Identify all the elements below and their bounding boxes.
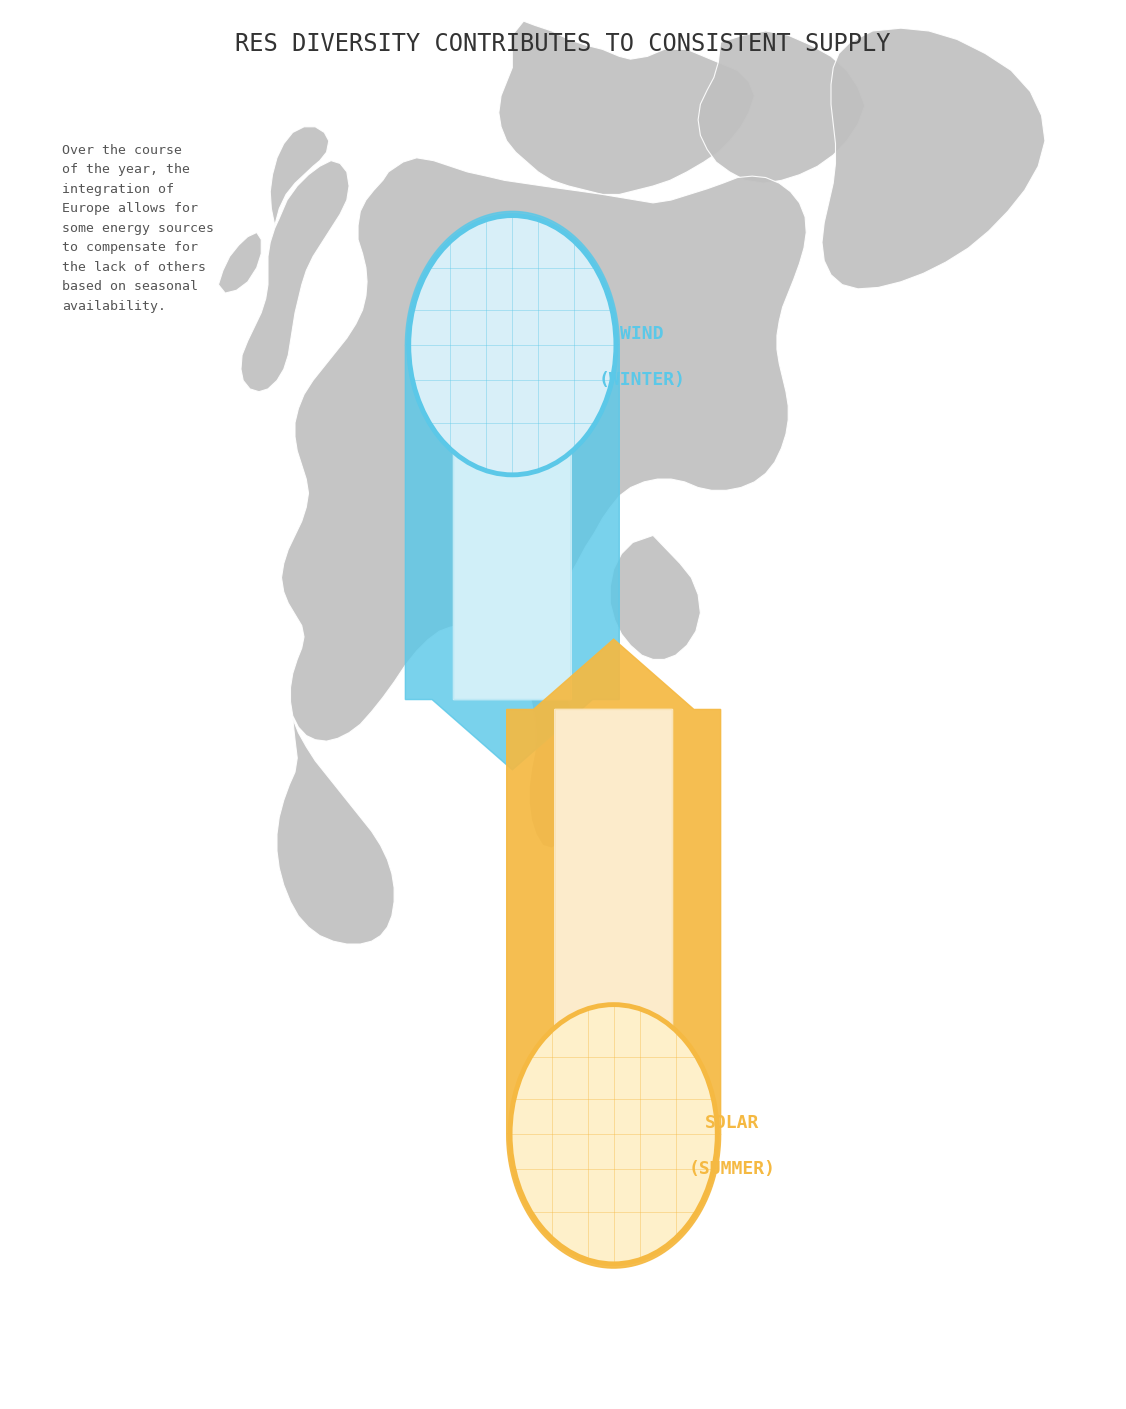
Polygon shape (454, 272, 571, 700)
Polygon shape (822, 28, 1045, 289)
Text: (WINTER): (WINTER) (598, 372, 686, 389)
Text: RES DIVERSITY CONTRIBUTES TO CONSISTENT SUPPLY: RES DIVERSITY CONTRIBUTES TO CONSISTENT … (235, 32, 891, 56)
Polygon shape (405, 211, 619, 769)
Polygon shape (282, 158, 806, 741)
Circle shape (409, 216, 616, 475)
Circle shape (510, 1005, 717, 1264)
Polygon shape (522, 620, 583, 848)
Polygon shape (270, 127, 329, 225)
Polygon shape (499, 21, 754, 194)
Polygon shape (277, 719, 394, 944)
Polygon shape (507, 640, 721, 1268)
Text: WIND: WIND (620, 325, 663, 342)
Polygon shape (555, 710, 672, 1208)
Text: Over the course
of the year, the
integration of
Europe allows for
some energy so: Over the course of the year, the integra… (62, 144, 214, 313)
Text: SOLAR: SOLAR (705, 1115, 759, 1131)
Polygon shape (218, 232, 261, 293)
Polygon shape (555, 710, 672, 1208)
Polygon shape (698, 31, 865, 183)
Polygon shape (241, 161, 349, 392)
Polygon shape (454, 272, 571, 700)
Polygon shape (610, 535, 700, 659)
Text: (SUMMER): (SUMMER) (688, 1161, 776, 1178)
